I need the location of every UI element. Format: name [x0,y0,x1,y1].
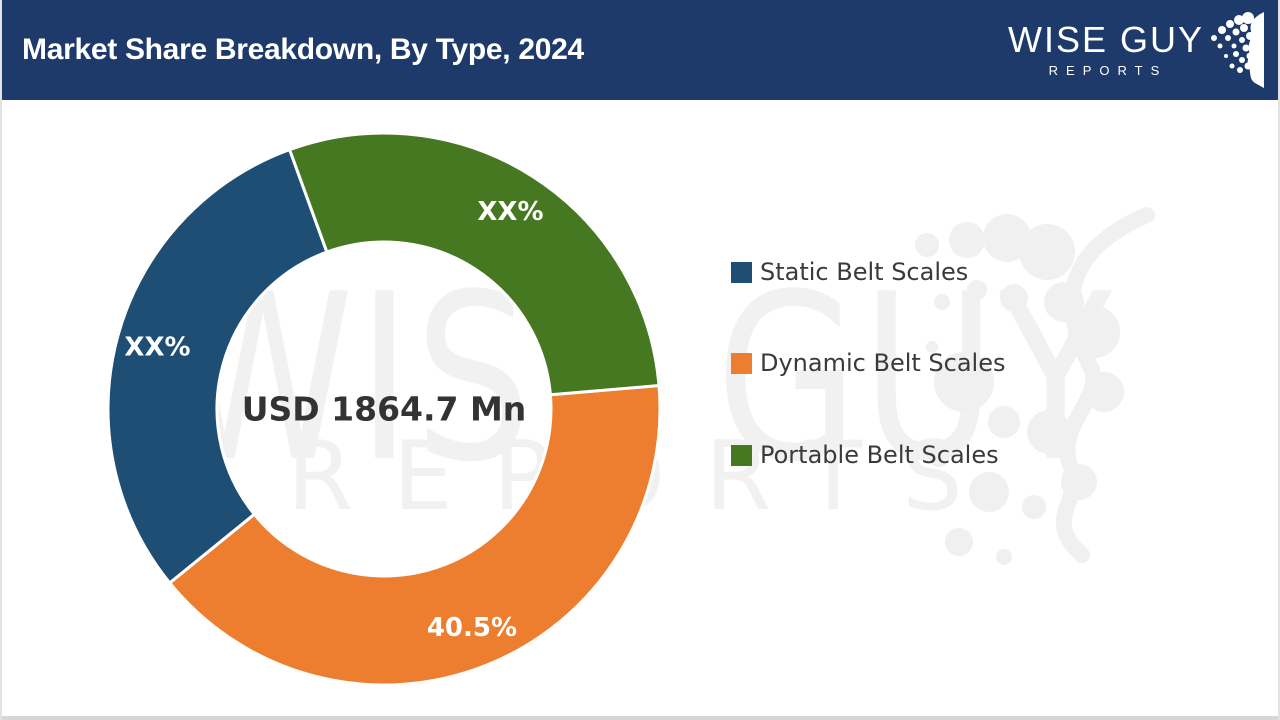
header: Market Share Breakdown, By Type, 2024 WI… [2,0,1278,100]
pie-slice-label-dynamic-belt-scales: 40.5% [427,613,517,643]
donut-chart: XX% 40.5% XX% [106,131,662,687]
pie-slice-label-portable-belt-scales: XX% [477,197,543,227]
logo-face-icon [1211,12,1264,88]
pie-slice-dynamic-belt-scales [167,383,662,687]
pie-slice-static-belt-scales [106,147,329,586]
logo-wordmark: WISE GUY [1007,19,1204,60]
brand-logo: WISE GUY REPORTS [1008,12,1264,88]
watermark-face-icon [915,207,1155,565]
logo-tagline: REPORTS [1048,63,1168,78]
legend-swatch-static-belt-scales [731,261,752,283]
legend-swatch-portable-belt-scales [731,444,752,466]
legend-swatch-dynamic-belt-scales [731,352,752,374]
pie-slice-label-static-belt-scales: XX% [124,332,190,362]
chart-area: WISE GUY REPORTS XX%40.5%XX% USD 1864.7 … [2,100,1278,716]
legend-item-portable-belt-scales: Portable Belt Scales [731,441,999,469]
legend-label-static-belt-scales: Static Belt Scales [760,258,969,286]
legend-label-portable-belt-scales: Portable Belt Scales [760,441,999,469]
chart-center-value: USD 1864.7 Mn [241,389,527,429]
legend-item-dynamic-belt-scales: Dynamic Belt Scales [731,349,1006,377]
bottom-border [2,716,1278,720]
brand-logo-text: WISE GUY REPORTS [1007,19,1204,79]
page-title: Market Share Breakdown, By Type, 2024 [22,33,584,66]
legend-label-dynamic-belt-scales: Dynamic Belt Scales [760,349,1006,377]
pie-slice-portable-belt-scales [287,131,661,397]
legend-item-static-belt-scales: Static Belt Scales [731,258,969,286]
